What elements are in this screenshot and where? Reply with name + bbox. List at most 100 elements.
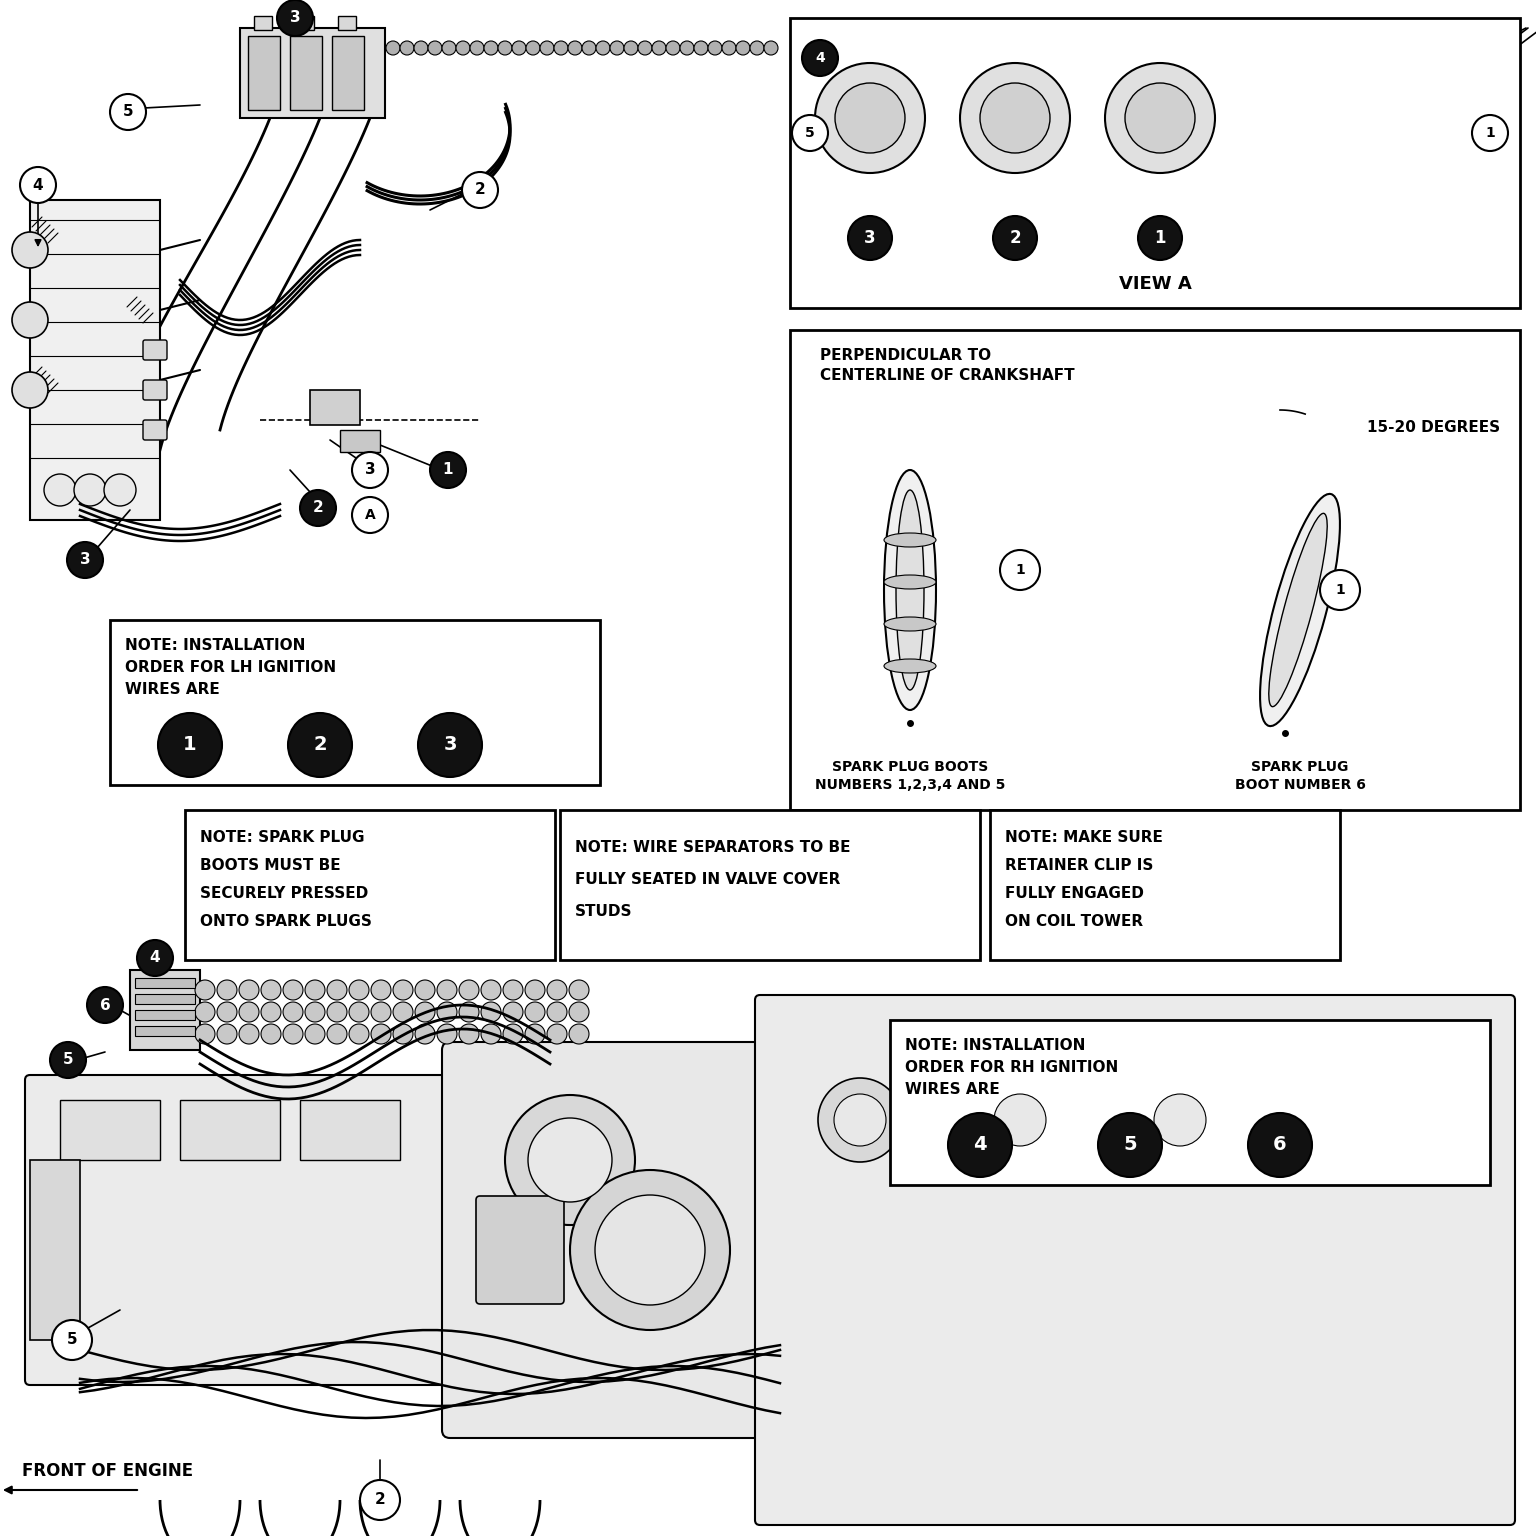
Circle shape xyxy=(261,1001,281,1021)
Circle shape xyxy=(802,40,839,75)
Circle shape xyxy=(547,1025,567,1044)
Circle shape xyxy=(399,41,415,55)
Text: SECURELY PRESSED: SECURELY PRESSED xyxy=(200,886,369,902)
Circle shape xyxy=(750,41,763,55)
Circle shape xyxy=(349,980,369,1000)
Text: ONTO SPARK PLUGS: ONTO SPARK PLUGS xyxy=(200,914,372,929)
Circle shape xyxy=(978,1078,1061,1163)
Circle shape xyxy=(386,41,399,55)
Bar xyxy=(561,809,980,960)
Text: CENTERLINE OF CRANKSHAFT: CENTERLINE OF CRANKSHAFT xyxy=(820,369,1075,382)
Text: 15-20 DEGREES: 15-20 DEGREES xyxy=(1367,419,1501,435)
Text: 3: 3 xyxy=(865,229,876,247)
Text: RETAINER CLIP IS: RETAINER CLIP IS xyxy=(1005,859,1154,872)
Circle shape xyxy=(327,1001,347,1021)
Text: WIRES ARE: WIRES ARE xyxy=(905,1081,1000,1097)
Circle shape xyxy=(637,41,651,55)
Bar xyxy=(31,200,160,521)
Bar xyxy=(790,18,1521,309)
Circle shape xyxy=(568,41,582,55)
Ellipse shape xyxy=(885,617,935,631)
Circle shape xyxy=(554,41,568,55)
Circle shape xyxy=(359,1481,399,1521)
Ellipse shape xyxy=(1269,513,1327,707)
Circle shape xyxy=(456,41,470,55)
Circle shape xyxy=(20,167,55,203)
Circle shape xyxy=(960,63,1071,174)
Circle shape xyxy=(459,980,479,1000)
Circle shape xyxy=(240,1025,260,1044)
Text: 1: 1 xyxy=(1015,564,1025,578)
Bar xyxy=(135,978,195,988)
Circle shape xyxy=(68,542,103,578)
Circle shape xyxy=(352,498,389,533)
Circle shape xyxy=(1138,217,1183,260)
Bar xyxy=(889,1020,1490,1184)
Text: NUMBERS 1,2,3,4 AND 5: NUMBERS 1,2,3,4 AND 5 xyxy=(814,779,1005,793)
Text: FULLY ENGAGED: FULLY ENGAGED xyxy=(1005,886,1144,902)
Circle shape xyxy=(948,1114,1012,1177)
Circle shape xyxy=(525,41,541,55)
Circle shape xyxy=(596,41,610,55)
Bar xyxy=(247,35,280,111)
FancyBboxPatch shape xyxy=(442,1041,859,1438)
Circle shape xyxy=(137,940,174,975)
Circle shape xyxy=(541,41,554,55)
Circle shape xyxy=(481,1025,501,1044)
Circle shape xyxy=(306,1001,326,1021)
Circle shape xyxy=(994,1094,1046,1146)
Text: 5: 5 xyxy=(123,104,134,120)
Text: STUDS: STUDS xyxy=(574,905,633,919)
Circle shape xyxy=(667,41,680,55)
Text: 6: 6 xyxy=(1273,1135,1287,1155)
Circle shape xyxy=(525,980,545,1000)
Circle shape xyxy=(736,41,750,55)
Text: 2: 2 xyxy=(313,736,327,754)
Text: A: A xyxy=(364,508,375,522)
Circle shape xyxy=(594,1195,705,1306)
Circle shape xyxy=(624,41,637,55)
Circle shape xyxy=(372,1001,392,1021)
Circle shape xyxy=(568,980,588,1000)
Circle shape xyxy=(694,41,708,55)
Circle shape xyxy=(289,713,352,777)
Text: 4: 4 xyxy=(974,1135,986,1155)
Circle shape xyxy=(459,1025,479,1044)
Circle shape xyxy=(481,1001,501,1021)
Text: 3: 3 xyxy=(364,462,375,478)
Circle shape xyxy=(283,1001,303,1021)
Circle shape xyxy=(459,1001,479,1021)
Circle shape xyxy=(430,452,465,488)
Circle shape xyxy=(306,980,326,1000)
Circle shape xyxy=(992,217,1037,260)
Text: 5: 5 xyxy=(63,1052,74,1068)
Circle shape xyxy=(819,1078,902,1163)
Text: BOOTS MUST BE: BOOTS MUST BE xyxy=(200,859,341,872)
Bar xyxy=(184,809,554,960)
Circle shape xyxy=(502,980,522,1000)
FancyBboxPatch shape xyxy=(756,995,1514,1525)
Circle shape xyxy=(1138,1078,1223,1163)
Circle shape xyxy=(12,232,48,267)
FancyBboxPatch shape xyxy=(143,339,167,359)
Text: FULLY SEATED IN VALVE COVER: FULLY SEATED IN VALVE COVER xyxy=(574,872,840,886)
Circle shape xyxy=(393,1001,413,1021)
Bar xyxy=(300,1100,399,1160)
Bar xyxy=(31,1160,80,1339)
Text: 5: 5 xyxy=(805,126,816,140)
Bar xyxy=(338,15,356,31)
Circle shape xyxy=(349,1001,369,1021)
Circle shape xyxy=(283,1025,303,1044)
Circle shape xyxy=(793,115,828,151)
Text: 1: 1 xyxy=(442,462,453,478)
Text: SPARK PLUG: SPARK PLUG xyxy=(1252,760,1349,774)
Circle shape xyxy=(195,1025,215,1044)
Ellipse shape xyxy=(885,470,935,710)
Text: NOTE: SPARK PLUG: NOTE: SPARK PLUG xyxy=(200,829,364,845)
Circle shape xyxy=(462,172,498,207)
Text: 5: 5 xyxy=(1123,1135,1137,1155)
Text: NOTE: INSTALLATION: NOTE: INSTALLATION xyxy=(905,1038,1086,1054)
Circle shape xyxy=(511,41,525,55)
Bar xyxy=(240,28,386,118)
Circle shape xyxy=(261,980,281,1000)
